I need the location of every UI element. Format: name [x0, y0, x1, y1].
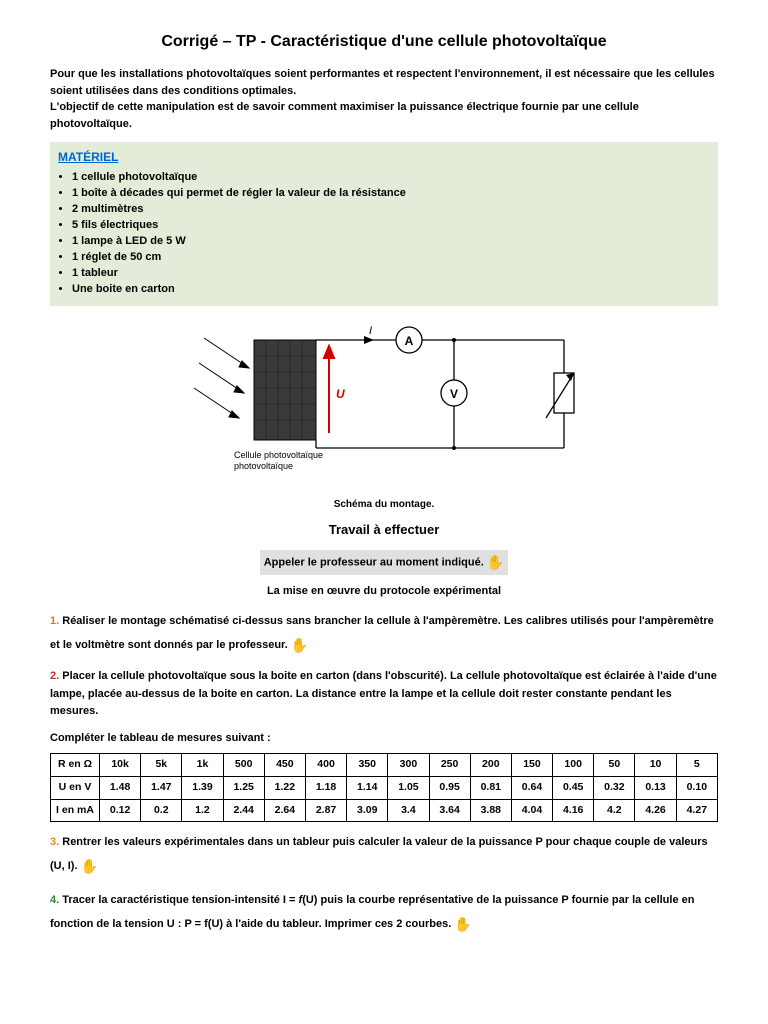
- data-table: R en Ω 10k5k1k50045040035030025020015010…: [50, 753, 718, 822]
- svg-text:photovoltaïque: photovoltaïque: [234, 461, 293, 471]
- intro-p2: L'objectif de cette manipulation est de …: [50, 101, 639, 130]
- step-1: 1. Réaliser le montage schématisé ci-des…: [50, 611, 718, 658]
- list-item: 1 tableur: [72, 266, 710, 282]
- list-item: 1 cellule photovoltaïque: [72, 170, 710, 186]
- hand-icon: ✋: [81, 858, 98, 874]
- list-item: 2 multimètres: [72, 202, 710, 218]
- step-3: 3. Rentrer les valeurs expérimentales da…: [50, 832, 718, 879]
- list-item: 1 réglet de 50 cm: [72, 250, 710, 266]
- materiel-heading: MATÉRIEL: [58, 148, 710, 166]
- step-4: 4. Tracer la caractéristique tension-int…: [50, 890, 718, 937]
- intro-text: Pour que les installations photovoltaïqu…: [50, 66, 718, 132]
- travail-heading: Travail à effectuer: [50, 520, 718, 540]
- hand-icon: ✋: [454, 916, 471, 932]
- intro-p1: Pour que les installations photovoltaïqu…: [50, 68, 715, 97]
- circuit-diagram: Cellule photovoltaïque photovoltaïque U …: [50, 318, 718, 494]
- materiel-list: 1 cellule photovoltaïque 1 boîte à décad…: [58, 170, 710, 298]
- i-label: I: [369, 325, 372, 337]
- list-item: Une boite en carton: [72, 282, 710, 298]
- table-row: I en mA 0.120.21.22.442.642.873.093.43.6…: [51, 799, 718, 822]
- page-title: Corrigé – TP - Caractéristique d'une cel…: [50, 30, 718, 54]
- table-row: R en Ω 10k5k1k50045040035030025020015010…: [51, 754, 718, 777]
- step-2b: Compléter le tableau de mesures suivant …: [50, 730, 718, 748]
- u-label: U: [336, 387, 345, 401]
- protocole-heading: La mise en œuvre du protocole expériment…: [50, 583, 718, 600]
- list-item: 1 lampe à LED de 5 W: [72, 234, 710, 250]
- hand-icon: ✋: [291, 637, 308, 653]
- hand-icon: ✋: [487, 554, 504, 570]
- list-item: 5 fils électriques: [72, 218, 710, 234]
- step-2: 2. Placer la cellule photovoltaïque sous…: [50, 668, 718, 719]
- cell-label: Cellule photovoltaïque: [234, 450, 323, 460]
- list-item: 1 boîte à décades qui permet de régler l…: [72, 186, 710, 202]
- schema-caption: Schéma du montage.: [50, 497, 718, 512]
- table-row: U en V 1.481.471.391.251.221.181.141.050…: [51, 776, 718, 799]
- ammeter-label: A: [405, 334, 414, 348]
- materiel-box: MATÉRIEL 1 cellule photovoltaïque 1 boît…: [50, 142, 718, 306]
- voltmeter-label: V: [450, 387, 458, 401]
- appeler-line: Appeler le professeur au moment indiqué.…: [260, 550, 509, 575]
